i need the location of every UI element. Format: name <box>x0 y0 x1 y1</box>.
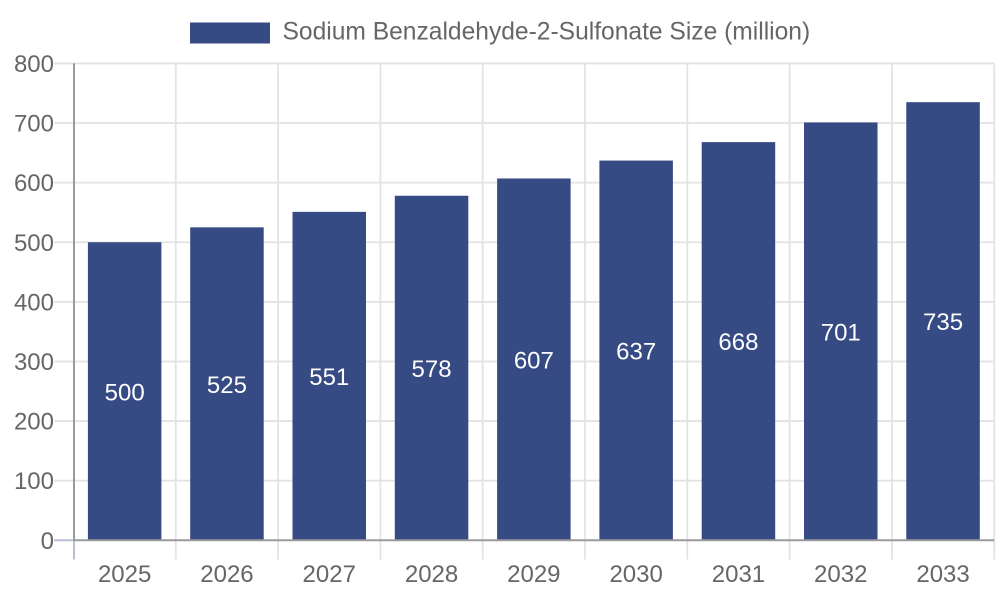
svg-text:701: 701 <box>821 319 861 346</box>
svg-text:2025: 2025 <box>98 561 151 588</box>
svg-text:600: 600 <box>14 170 54 197</box>
svg-text:Sodium Benzaldehyde-2-Sulfonat: Sodium Benzaldehyde-2-Sulfonate Size (mi… <box>283 19 811 46</box>
svg-text:2032: 2032 <box>814 561 867 588</box>
svg-text:637: 637 <box>616 338 656 365</box>
svg-text:2028: 2028 <box>405 561 458 588</box>
svg-text:735: 735 <box>923 309 963 336</box>
svg-text:500: 500 <box>14 230 54 257</box>
svg-text:300: 300 <box>14 349 54 376</box>
svg-text:800: 800 <box>14 51 54 78</box>
svg-text:2026: 2026 <box>200 561 253 588</box>
svg-text:200: 200 <box>14 409 54 436</box>
svg-text:578: 578 <box>412 356 452 383</box>
svg-text:2033: 2033 <box>916 561 969 588</box>
svg-text:607: 607 <box>514 347 554 374</box>
svg-text:525: 525 <box>207 372 247 399</box>
svg-text:500: 500 <box>105 379 145 406</box>
svg-text:700: 700 <box>14 111 54 138</box>
svg-text:2030: 2030 <box>609 561 662 588</box>
svg-text:2029: 2029 <box>507 561 560 588</box>
svg-text:2031: 2031 <box>712 561 765 588</box>
svg-text:668: 668 <box>718 329 758 356</box>
svg-text:551: 551 <box>309 364 349 391</box>
svg-text:0: 0 <box>41 528 54 555</box>
svg-text:400: 400 <box>14 289 54 316</box>
svg-text:2027: 2027 <box>303 561 356 588</box>
svg-text:100: 100 <box>14 468 54 495</box>
